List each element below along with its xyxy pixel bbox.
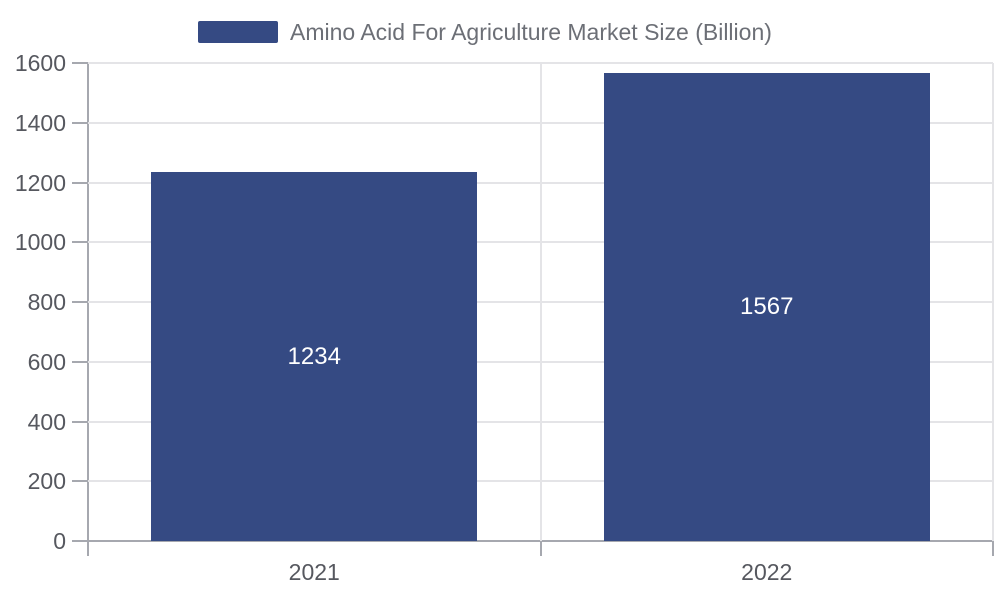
y-axis-tick-label: 600 [27,348,66,375]
y-axis-tick-label: 800 [27,289,66,315]
y-axis-line [87,63,89,556]
y-axis-tick-label: 1400 [14,109,66,136]
x-category-label: 2022 [741,559,793,585]
y-axis-tick [72,62,88,64]
x-axis-tick [992,541,994,556]
y-axis-tick-label: 400 [27,408,66,435]
x-axis-tick [539,541,542,556]
y-axis-tick-label: 0 [53,528,66,554]
y-axis-tick [72,301,88,303]
y-axis-tick-label: 200 [27,468,66,495]
bar-2022[interactable] [603,72,930,541]
gridline-x [539,63,542,541]
y-axis-tick [72,540,88,542]
x-category-label: 2021 [288,559,340,585]
legend[interactable]: Amino Acid For Agriculture Market Size (… [198,19,772,45]
bar-value-label: 1234 [287,342,341,370]
y-axis-tick [72,420,88,423]
gridline-x [992,63,994,541]
y-axis-tick [72,360,88,363]
y-axis-tick-label: 1600 [14,50,66,76]
bar-value-label: 1567 [740,292,794,320]
y-axis-tick [72,241,88,244]
y-axis-tick-label: 1200 [14,169,66,196]
y-axis-tick [72,181,88,184]
y-axis-tick-label: 1000 [14,229,66,256]
y-axis-tick [72,121,88,124]
legend-label: Amino Acid For Agriculture Market Size (… [290,19,772,45]
y-axis-tick [72,480,88,483]
legend-swatch-icon [198,21,278,43]
bar-2021[interactable] [151,172,478,541]
